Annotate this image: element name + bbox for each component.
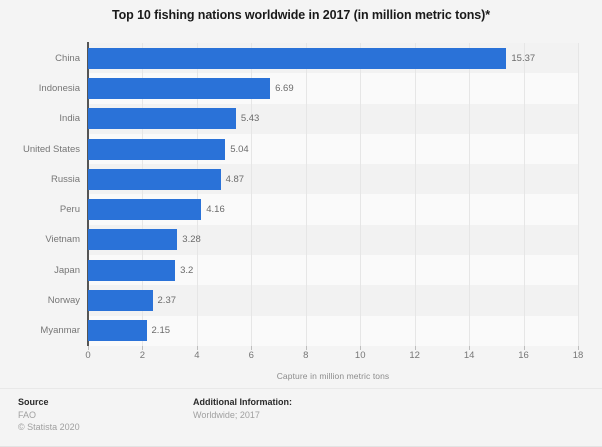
x-tick-mark [578, 346, 579, 350]
copyright-text: © Statista 2020 [18, 422, 80, 432]
category-label-peru: Peru [59, 204, 80, 216]
bar[interactable] [88, 168, 221, 190]
source-heading: Source [18, 397, 49, 407]
category-label-norway: Norway [47, 295, 80, 307]
bar[interactable] [88, 290, 153, 312]
x-tick-mark [360, 346, 362, 350]
additional-information-heading: Additional Information: [193, 397, 292, 407]
x-tick-mark [88, 346, 89, 350]
plot-area: 15.37 6.69 5.43 5.04 4.87 4.16 3.28 3.2 2.37 2.15 [87, 42, 579, 346]
x-tick-label: 8 [303, 350, 309, 361]
x-tick-label: 16 [518, 350, 529, 361]
y-axis-line [87, 42, 89, 346]
bar-value-label: 4.87 [225, 173, 245, 185]
additional-information-block: Additional Information: Worldwide; 2017 [193, 396, 292, 421]
x-tick-label: 12 [409, 350, 420, 361]
x-tick-label: 18 [572, 350, 584, 361]
category-label-indonesia: Indonesia [38, 82, 80, 94]
bar-value-label: 5.04 [230, 143, 249, 155]
bar-value-label: 6.69 [275, 82, 294, 94]
bar-value-label: 5.43 [240, 113, 260, 125]
bar[interactable] [88, 199, 202, 221]
gridline [142, 43, 144, 346]
bar[interactable] [88, 138, 226, 160]
gridline [196, 43, 198, 346]
bar[interactable] [88, 259, 176, 281]
x-tick-label: 10 [354, 350, 366, 361]
bar[interactable] [88, 108, 236, 130]
x-tick-label: 4 [194, 350, 200, 361]
category-label-india: India [59, 113, 80, 125]
x-tick-label: 2 [139, 350, 146, 361]
x-tick-mark [469, 346, 471, 350]
footer-divider [0, 388, 602, 389]
bar[interactable] [88, 229, 178, 251]
bar[interactable] [88, 320, 147, 342]
bar-value-label: 3.28 [182, 234, 201, 246]
row-band [88, 285, 578, 316]
gridline [469, 43, 471, 346]
bar-value-label: 3.2 [180, 264, 194, 276]
gridline [414, 43, 416, 346]
x-tick-mark [523, 346, 525, 350]
x-tick-mark [305, 346, 307, 350]
category-label-united-states: United States [22, 143, 80, 155]
category-label-vietnam: Vietnam [45, 234, 80, 246]
gridline [251, 43, 253, 346]
category-label-myanmar: Myanmar [40, 325, 80, 337]
x-tick-mark [196, 346, 198, 350]
x-tick-mark [414, 346, 416, 350]
x-tick-label: 0 [85, 350, 91, 361]
gridline [360, 43, 362, 346]
x-axis-title: Capture in million metric tons [276, 371, 390, 381]
source-block: Source FAO © Statista 2020 [18, 396, 80, 433]
gridline [523, 43, 525, 346]
gridline [305, 43, 307, 346]
bar-value-label: 4.16 [206, 204, 225, 216]
bar-value-label: 2.15 [151, 325, 171, 337]
x-tick-mark [142, 346, 144, 350]
bar[interactable] [88, 77, 271, 99]
x-tick-label: 14 [463, 350, 475, 361]
additional-information-value: Worldwide; 2017 [193, 410, 260, 420]
bar-value-label: 2.37 [157, 295, 177, 307]
gridline [578, 43, 579, 346]
row-band [88, 315, 578, 346]
x-tick-mark [251, 346, 253, 350]
bar[interactable] [88, 47, 507, 69]
bar-value-label: 15.37 [511, 52, 536, 64]
x-tick-label: 6 [248, 350, 254, 361]
category-label-japan: Japan [54, 264, 80, 276]
chart-title: Top 10 fishing nations worldwide in 2017… [112, 8, 490, 22]
category-label-china: China [55, 52, 80, 64]
source-name: FAO [18, 410, 37, 420]
category-label-russia: Russia [50, 173, 80, 185]
